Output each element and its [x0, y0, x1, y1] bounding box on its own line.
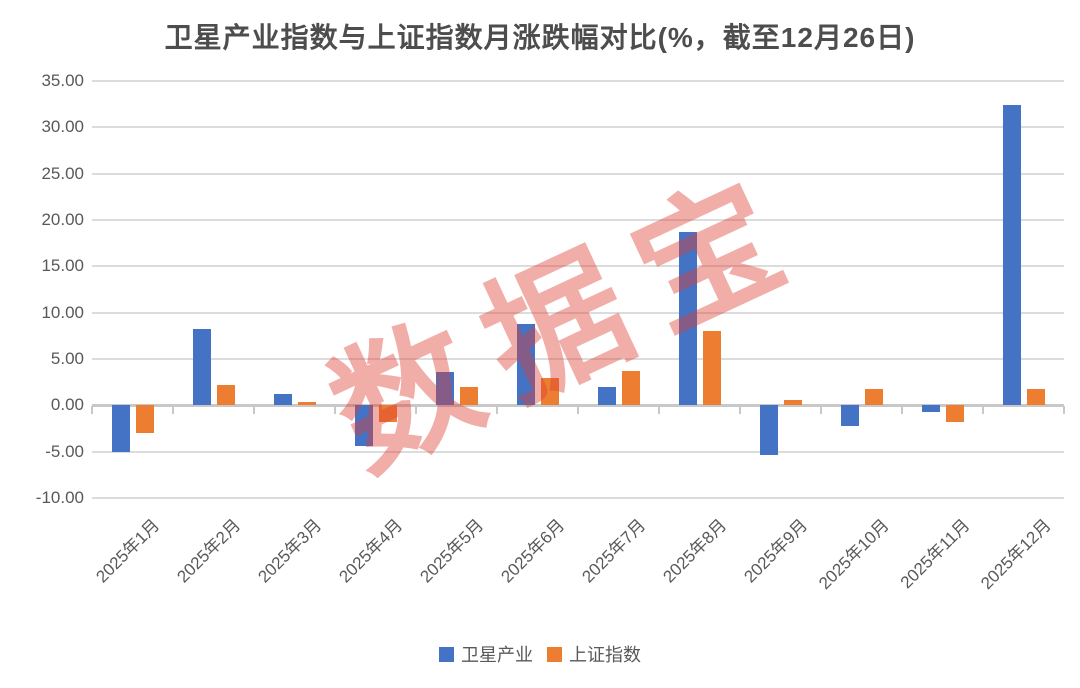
x-axis-label: 2025年8月 [659, 515, 731, 587]
x-axis-label: 2025年3月 [254, 515, 326, 587]
y-axis-tick-label: 15.00 [41, 256, 84, 276]
x-axis-label: 2025年1月 [92, 515, 164, 587]
x-axis-tick [901, 406, 903, 415]
bar-上证指数-2025年6月 [540, 378, 559, 406]
y-axis-tick-label: 30.00 [41, 117, 84, 137]
bar-卫星产业-2025年4月 [354, 405, 373, 447]
y-axis-tick-label: 25.00 [41, 163, 84, 183]
legend-swatch-icon [439, 646, 454, 662]
gridline [92, 80, 1064, 82]
gridline [92, 358, 1064, 360]
bar-卫星产业-2025年1月 [111, 405, 130, 452]
bar-上证指数-2025年11月 [945, 405, 964, 422]
bar-卫星产业-2025年11月 [921, 405, 940, 412]
bar-卫星产业-2025年6月 [516, 323, 535, 406]
y-axis-tick-label: 0.00 [50, 395, 84, 415]
bar-卫星产业-2025年3月 [273, 394, 292, 406]
legend-item-卫星产业: 卫星产业 [439, 641, 533, 667]
bar-上证指数-2025年9月 [783, 399, 802, 406]
x-axis-label: 2025年10月 [814, 515, 893, 594]
x-axis-label: 2025年2月 [173, 515, 245, 587]
bar-上证指数-2025年3月 [297, 401, 316, 406]
bar-卫星产业-2025年10月 [840, 405, 859, 426]
x-axis-tick [415, 406, 417, 415]
y-axis-tick-label: 5.00 [50, 349, 84, 368]
x-axis-tick [1063, 406, 1065, 415]
x-axis-tick [91, 406, 93, 415]
bar-上证指数-2025年4月 [378, 405, 397, 422]
x-axis-line [92, 403, 1064, 407]
y-axis-tick-label: 35.00 [41, 71, 84, 90]
bar-上证指数-2025年8月 [702, 331, 721, 406]
bar-卫星产业-2025年12月 [1002, 105, 1021, 406]
legend-swatch-icon [547, 646, 562, 662]
x-axis-label: 2025年6月 [497, 515, 569, 587]
x-axis-tick [739, 406, 741, 415]
bar-上证指数-2025年5月 [459, 386, 478, 406]
bar-上证指数-2025年7月 [621, 371, 640, 406]
gridline [92, 450, 1064, 453]
bar-卫星产业-2025年8月 [678, 232, 697, 406]
x-axis-label: 2025年11月 [896, 515, 974, 593]
bar-上证指数-2025年12月 [1026, 388, 1045, 406]
x-axis-label: 2025年5月 [416, 515, 488, 587]
y-axis-tick-label: 10.00 [41, 302, 84, 322]
x-axis-tick [577, 406, 579, 415]
legend-label: 卫星产业 [461, 645, 533, 665]
x-axis-label: 2025年4月 [335, 515, 407, 587]
x-axis-tick [982, 406, 984, 415]
legend-item-上证指数: 上证指数 [547, 641, 641, 667]
bar-卫星产业-2025年5月 [435, 371, 454, 406]
bar-卫星产业-2025年2月 [192, 329, 211, 406]
x-axis-tick [658, 406, 660, 415]
gridline [92, 311, 1064, 314]
bar-卫星产业-2025年7月 [597, 386, 616, 406]
chart-title: 卫星产业指数与上证指数月涨跌幅对比(%，截至12月26日) [164, 22, 916, 53]
x-axis-label: 2025年12月 [976, 515, 1055, 594]
x-axis-tick [334, 406, 336, 415]
legend-label: 上证指数 [569, 645, 641, 665]
gridline [92, 497, 1064, 499]
x-axis-label: 2025年7月 [578, 515, 650, 587]
y-axis-tick-label: -10.00 [35, 488, 84, 507]
gridline [92, 126, 1064, 129]
bar-上证指数-2025年2月 [216, 384, 235, 406]
bar-卫星产业-2025年9月 [759, 405, 778, 456]
x-axis-tick [172, 406, 174, 415]
y-axis-tick-label: -5.00 [45, 441, 84, 461]
x-axis-tick [820, 406, 822, 415]
bar-上证指数-2025年10月 [864, 388, 883, 406]
y-axis-tick-label: 20.00 [41, 210, 84, 229]
gridline [92, 172, 1064, 175]
gridline [92, 265, 1064, 268]
bar-上证指数-2025年1月 [135, 405, 154, 434]
x-axis-tick [496, 406, 498, 415]
legend: 卫星产业 上证指数 [0, 641, 1080, 667]
x-axis-tick [253, 406, 255, 415]
gridline [92, 219, 1064, 221]
x-axis-label: 2025年9月 [740, 515, 812, 587]
